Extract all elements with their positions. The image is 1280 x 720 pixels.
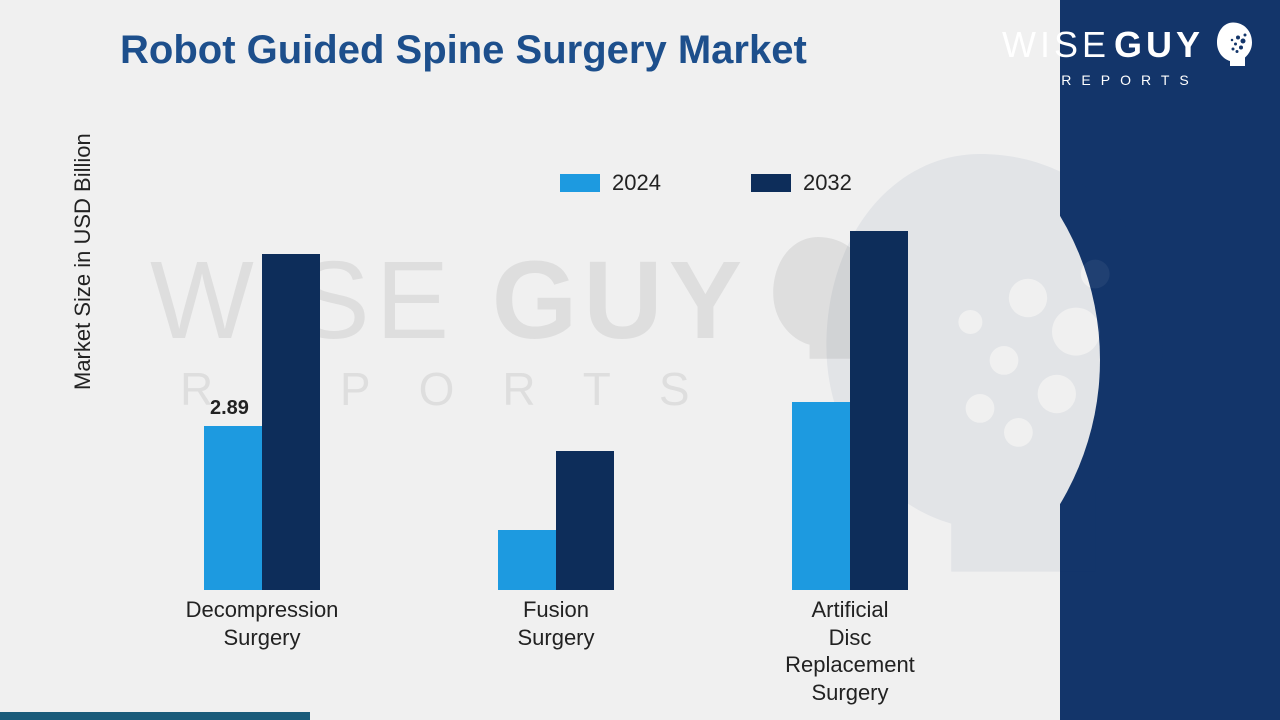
bar-2024 <box>792 402 850 590</box>
bar-2032 <box>850 231 908 590</box>
logo-sub: REPORTS <box>1000 72 1260 88</box>
logo-text-2: GUY <box>1114 24 1204 66</box>
ai-head-icon <box>1208 20 1258 70</box>
bar-value-label: 2.89 <box>210 397 249 420</box>
legend: 2024 2032 <box>560 170 852 196</box>
category-label: FusionSurgery <box>446 596 666 651</box>
category-labels: DecompressionSurgery FusionSurgery Artific… <box>120 592 980 712</box>
category-label: DecompressionSurgery <box>152 596 372 651</box>
plot-area: 2.89 <box>120 220 980 590</box>
brand-logo: WISE GUY REPORTS <box>1000 20 1260 88</box>
bar-2032 <box>262 254 320 590</box>
y-axis-label: Market Size in USD Billion <box>70 133 96 390</box>
chart-canvas: WISE GUY REPORTS WISE GUY REPORTS Robot … <box>0 0 1280 720</box>
bar-2024 <box>204 426 262 591</box>
legend-item-2024: 2024 <box>560 170 661 196</box>
bar-2032 <box>556 451 614 590</box>
bottom-accent-bar <box>0 712 310 720</box>
logo-text-1: WISE <box>1002 24 1110 66</box>
legend-label-2024: 2024 <box>612 170 661 196</box>
category-label: ArtificialDiscReplacementSurgery <box>740 596 960 706</box>
legend-swatch-2024 <box>560 174 600 192</box>
chart-title: Robot Guided Spine Surgery Market <box>120 28 807 73</box>
legend-swatch-2032 <box>751 174 791 192</box>
legend-item-2032: 2032 <box>751 170 852 196</box>
bar-2024 <box>498 530 556 590</box>
legend-label-2032: 2032 <box>803 170 852 196</box>
